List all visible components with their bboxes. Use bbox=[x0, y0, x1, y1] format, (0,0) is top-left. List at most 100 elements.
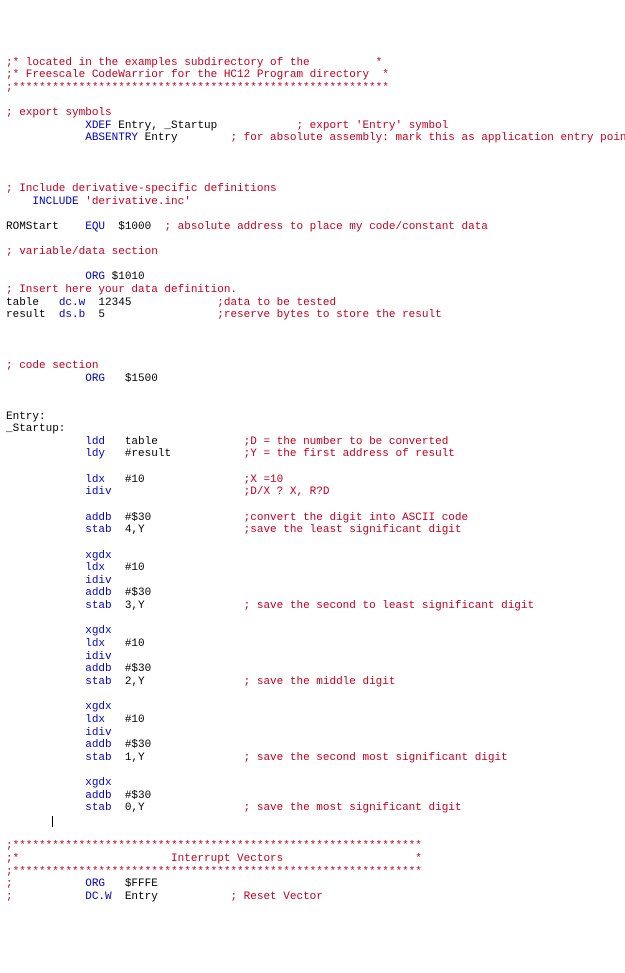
code-segment bbox=[6, 562, 85, 574]
code-line: addb #$30 bbox=[6, 663, 619, 676]
code-segment bbox=[6, 550, 85, 562]
code-segment bbox=[6, 575, 85, 587]
code-segment: ; for absolute assembly: mark this as ap… bbox=[230, 132, 625, 144]
code-segment bbox=[6, 259, 13, 271]
code-segment: 0,Y bbox=[112, 802, 244, 814]
code-line bbox=[6, 322, 619, 335]
code-segment: INCLUDE bbox=[32, 196, 78, 208]
code-segment: $FFFE bbox=[105, 878, 158, 890]
code-segment: #10 bbox=[105, 714, 145, 726]
code-line: ; Insert here your data definition. bbox=[6, 284, 619, 297]
code-segment: ROMStart bbox=[6, 221, 85, 233]
code-segment: 'derivative.inc' bbox=[85, 196, 191, 208]
code-segment: stab bbox=[85, 676, 111, 688]
code-segment: Entry, _Startup bbox=[112, 120, 297, 132]
code-segment: ABSENTRY bbox=[85, 132, 138, 144]
code-segment: stab bbox=[85, 752, 111, 764]
code-line bbox=[6, 398, 619, 411]
code-segment: #$30 bbox=[112, 587, 152, 599]
code-segment bbox=[6, 196, 32, 208]
code-segment: xgdx bbox=[85, 625, 111, 637]
code-segment bbox=[6, 271, 85, 283]
code-segment: ORG bbox=[85, 271, 105, 283]
code-segment: ; Reset Vector bbox=[230, 891, 322, 903]
code-segment bbox=[6, 474, 85, 486]
code-segment: #result bbox=[105, 448, 244, 460]
code-editor[interactable]: ;* located in the examples subdirectory … bbox=[6, 57, 619, 904]
code-line: xgdx bbox=[6, 777, 619, 790]
code-segment bbox=[6, 651, 85, 663]
code-line: xgdx bbox=[6, 701, 619, 714]
code-segment: ds.b bbox=[59, 309, 85, 321]
code-segment: 3,Y bbox=[112, 600, 244, 612]
code-segment: #$30 bbox=[112, 512, 244, 524]
code-line bbox=[6, 259, 619, 272]
code-line bbox=[6, 208, 619, 221]
code-line: xgdx bbox=[6, 625, 619, 638]
code-segment bbox=[6, 802, 85, 814]
code-segment bbox=[6, 234, 13, 246]
code-segment bbox=[6, 815, 52, 827]
code-segment: ;D = the number to be converted bbox=[244, 436, 449, 448]
code-segment: 5 bbox=[85, 309, 217, 321]
code-segment: $1010 bbox=[105, 271, 145, 283]
code-segment bbox=[6, 524, 85, 536]
code-line: ldx #10 bbox=[6, 562, 619, 575]
code-line bbox=[6, 385, 619, 398]
code-segment: stab bbox=[85, 600, 111, 612]
code-segment: addb bbox=[85, 663, 111, 675]
code-line: ORG $1500 bbox=[6, 373, 619, 386]
code-line: ldx #10 bbox=[6, 714, 619, 727]
code-segment: ;* Freescale CodeWarrior for the HC12 Pr… bbox=[6, 69, 389, 81]
code-line bbox=[6, 347, 619, 360]
code-line bbox=[6, 170, 619, 183]
code-segment: ldx bbox=[85, 562, 105, 574]
code-line: Entry: bbox=[6, 411, 619, 424]
code-segment bbox=[6, 828, 13, 840]
code-line bbox=[6, 145, 619, 158]
code-line bbox=[6, 94, 619, 107]
code-segment: 4,Y bbox=[112, 524, 244, 536]
code-line: stab 1,Y ; save the second most signific… bbox=[6, 752, 619, 765]
code-segment bbox=[6, 398, 13, 410]
code-segment: #10 bbox=[105, 474, 244, 486]
code-line: xgdx bbox=[6, 550, 619, 563]
code-segment bbox=[6, 385, 13, 397]
code-line: ORG $1010 bbox=[6, 271, 619, 284]
code-line: ; Include derivative-specific definition… bbox=[6, 183, 619, 196]
code-segment: 2,Y bbox=[112, 676, 244, 688]
code-segment: xgdx bbox=[85, 777, 111, 789]
code-line: ;* located in the examples subdirectory … bbox=[6, 57, 619, 70]
code-line: ; export symbols bbox=[6, 107, 619, 120]
code-line bbox=[6, 764, 619, 777]
code-segment: ; export 'Entry' symbol bbox=[296, 120, 448, 132]
code-segment bbox=[6, 461, 13, 473]
code-line: ;***************************************… bbox=[6, 866, 619, 879]
code-segment bbox=[6, 701, 85, 713]
code-segment: ; variable/data section bbox=[6, 246, 158, 258]
code-segment bbox=[6, 94, 13, 106]
code-segment: idiv bbox=[85, 575, 111, 587]
code-segment bbox=[6, 512, 85, 524]
code-line: stab 3,Y ; save the second to least sign… bbox=[6, 600, 619, 613]
code-line bbox=[6, 613, 619, 626]
code-segment: ; Insert here your data definition. bbox=[6, 284, 237, 296]
code-line: ldy #result ;Y = the first address of re… bbox=[6, 448, 619, 461]
code-line: ; code section bbox=[6, 360, 619, 373]
text-cursor bbox=[52, 816, 53, 827]
code-segment bbox=[6, 587, 85, 599]
code-segment bbox=[6, 373, 85, 385]
code-segment bbox=[6, 777, 85, 789]
code-segment: ; bbox=[6, 878, 85, 890]
code-line: addb #$30 bbox=[6, 790, 619, 803]
code-segment bbox=[6, 739, 85, 751]
code-segment: ;X =10 bbox=[244, 474, 284, 486]
code-segment bbox=[6, 322, 13, 334]
code-segment bbox=[6, 132, 85, 144]
code-segment: ; save the most significant digit bbox=[244, 802, 462, 814]
code-segment: ; save the second most significant digit bbox=[244, 752, 508, 764]
code-segment: ;***************************************… bbox=[6, 866, 422, 878]
code-segment: table bbox=[105, 436, 244, 448]
code-segment: ; code section bbox=[6, 360, 98, 372]
code-segment: dc.w bbox=[59, 297, 85, 309]
